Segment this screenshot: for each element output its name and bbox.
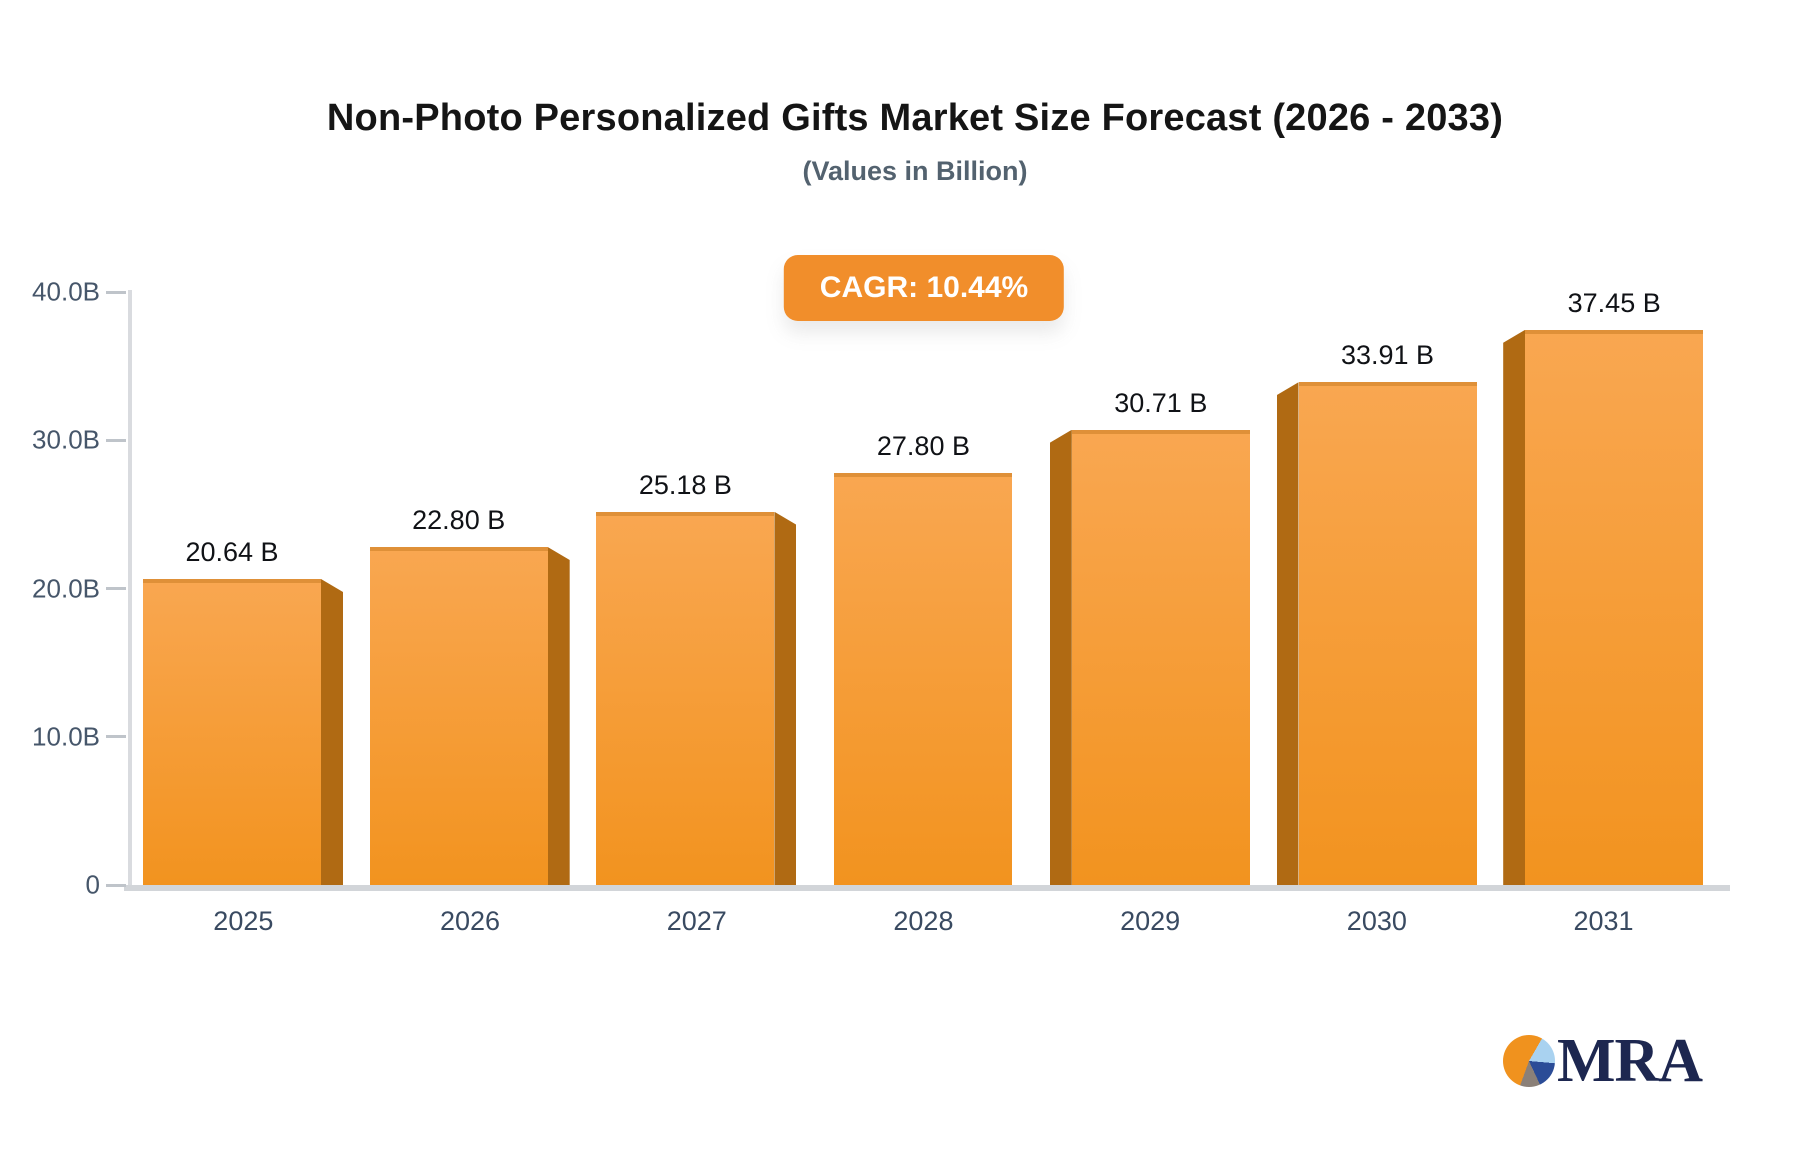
x-axis-label: 2025 — [213, 906, 274, 936]
bar-value-label: 27.80 B — [876, 430, 970, 461]
chart-title: Non-Photo Personalized Gifts Market Size… — [326, 97, 1504, 139]
bar-value-label: 37.45 B — [1567, 287, 1661, 318]
x-axis-label: 2027 — [666, 906, 727, 936]
logo-text: MRA — [1557, 1027, 1703, 1095]
y-tick-label: 10.0B — [32, 721, 100, 752]
bar-value-label: 22.80 B — [412, 504, 506, 535]
x-axis-label: 2028 — [893, 906, 954, 936]
bar-3d-side — [1503, 329, 1526, 885]
bar-value-label: 25.18 B — [638, 469, 732, 500]
mra-logo: MRA — [1503, 1027, 1703, 1095]
y-tick-label: 30.0B — [32, 424, 100, 455]
bar-value-label: 33.91 B — [1340, 340, 1435, 371]
bar — [143, 579, 321, 885]
x-axis-label: 2030 — [1346, 906, 1407, 936]
bar — [834, 472, 1013, 885]
cagr-badge: CAGR: 10.44% — [783, 255, 1065, 321]
pie-chart-logo-icon — [1503, 1035, 1555, 1087]
y-tick-label: 0 — [85, 869, 100, 900]
bar — [369, 546, 548, 885]
bar-3d-side — [321, 579, 343, 885]
bar — [1071, 429, 1250, 885]
x-axis-label: 2031 — [1573, 906, 1634, 936]
bar — [596, 511, 775, 885]
y-tick-mark — [106, 587, 126, 590]
y-tick-label: 20.0B — [32, 573, 100, 603]
x-axis-label: 2026 — [440, 906, 501, 936]
y-tick-label: 40.0B — [32, 276, 100, 307]
bar — [1525, 329, 1704, 885]
y-tick-mark — [106, 883, 126, 887]
x-axis-line — [124, 885, 1730, 891]
y-tick-mark — [106, 735, 126, 739]
bar-3d-side — [1276, 382, 1299, 885]
x-axis-label: 2029 — [1120, 906, 1181, 936]
y-axis-line — [128, 290, 132, 886]
bar-3d-side — [774, 511, 797, 885]
chart-subtitle: (Values in Billion) — [802, 156, 1028, 186]
bar-value-label: 30.71 B — [1114, 387, 1208, 418]
bar — [1298, 382, 1477, 885]
bar-value-label: 20.64 B — [185, 537, 279, 567]
bar-3d-side — [1049, 429, 1072, 885]
bar-3d-side — [547, 546, 570, 885]
y-tick-mark — [106, 290, 126, 294]
y-tick-mark — [106, 438, 126, 442]
